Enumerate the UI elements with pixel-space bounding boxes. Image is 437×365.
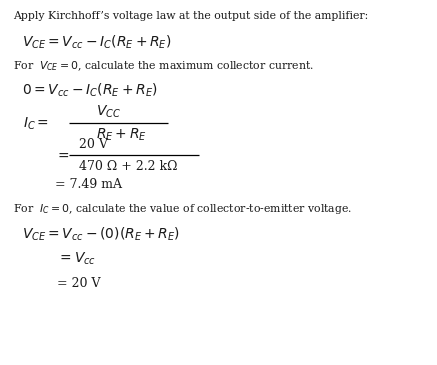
Text: For  $V_{CE} = 0$, calculate the maximum collector current.: For $V_{CE} = 0$, calculate the maximum … (13, 59, 314, 73)
Text: = 7.49 mA: = 7.49 mA (55, 178, 121, 191)
Text: $= V_{cc}$: $= V_{cc}$ (57, 251, 96, 267)
Text: $R_E + R_E$: $R_E + R_E$ (96, 127, 147, 143)
Text: $=$: $=$ (55, 148, 69, 162)
Text: $0 = V_{cc} - I_C(R_E + R_E)$: $0 = V_{cc} - I_C(R_E + R_E)$ (22, 82, 158, 99)
Text: $V_{CE} = V_{cc} - I_C(R_E + R_E)$: $V_{CE} = V_{cc} - I_C(R_E + R_E)$ (22, 33, 172, 51)
Text: Apply Kirchhoff’s voltage law at the output side of the amplifier:: Apply Kirchhoff’s voltage law at the out… (13, 11, 368, 22)
Text: $V_{CC}$: $V_{CC}$ (96, 103, 121, 119)
Text: $V_{CE} = V_{cc} - (0)(R_E + R_E)$: $V_{CE} = V_{cc} - (0)(R_E + R_E)$ (22, 226, 180, 243)
Text: = 20 V: = 20 V (57, 277, 101, 291)
Text: For  $I_C = 0$, calculate the value of collector-to-emitter voltage.: For $I_C = 0$, calculate the value of co… (13, 202, 352, 216)
Text: 20 V: 20 V (79, 138, 108, 151)
Text: 470 Ω + 2.2 kΩ: 470 Ω + 2.2 kΩ (79, 160, 177, 173)
Text: $I_C =$: $I_C =$ (23, 115, 49, 131)
